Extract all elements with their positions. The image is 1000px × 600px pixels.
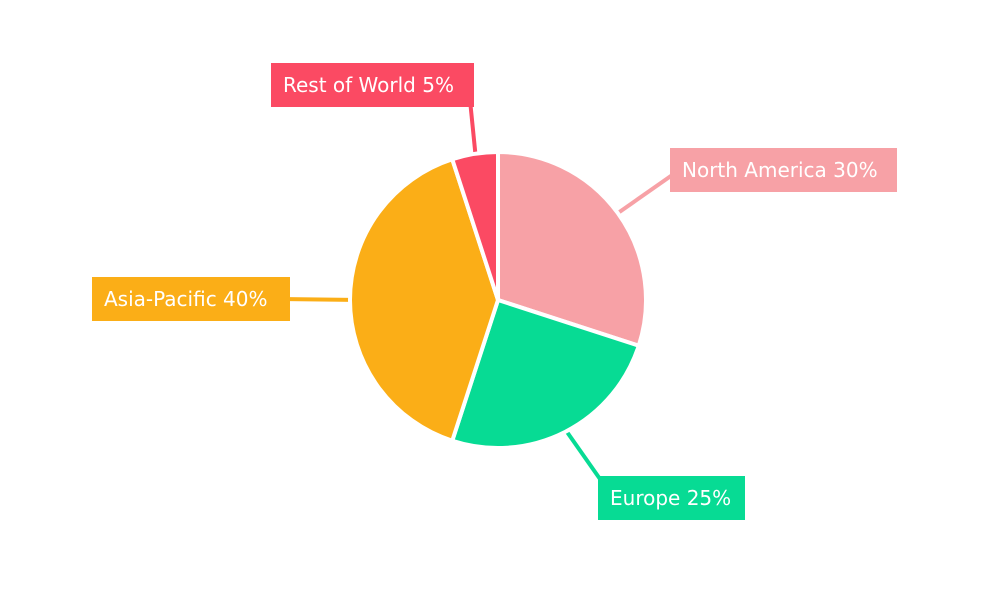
- pie-slice-north-america[interactable]: [496, 150, 648, 348]
- pie-slice-asia-pacific[interactable]: [348, 157, 500, 443]
- pie-label-asia-pacific: Asia-Pacific 40%: [92, 277, 290, 321]
- pie-label-rest-of-world: Rest of World 5%: [271, 63, 474, 107]
- leader-line-asia-pacific: [279, 297, 361, 302]
- pie-label-europe: Europe 25%: [598, 476, 745, 520]
- pie-slice-rest-of-world[interactable]: [450, 150, 500, 302]
- pie-label-north-america: North America 30%: [670, 148, 897, 192]
- pie-slice-europe[interactable]: [450, 298, 641, 450]
